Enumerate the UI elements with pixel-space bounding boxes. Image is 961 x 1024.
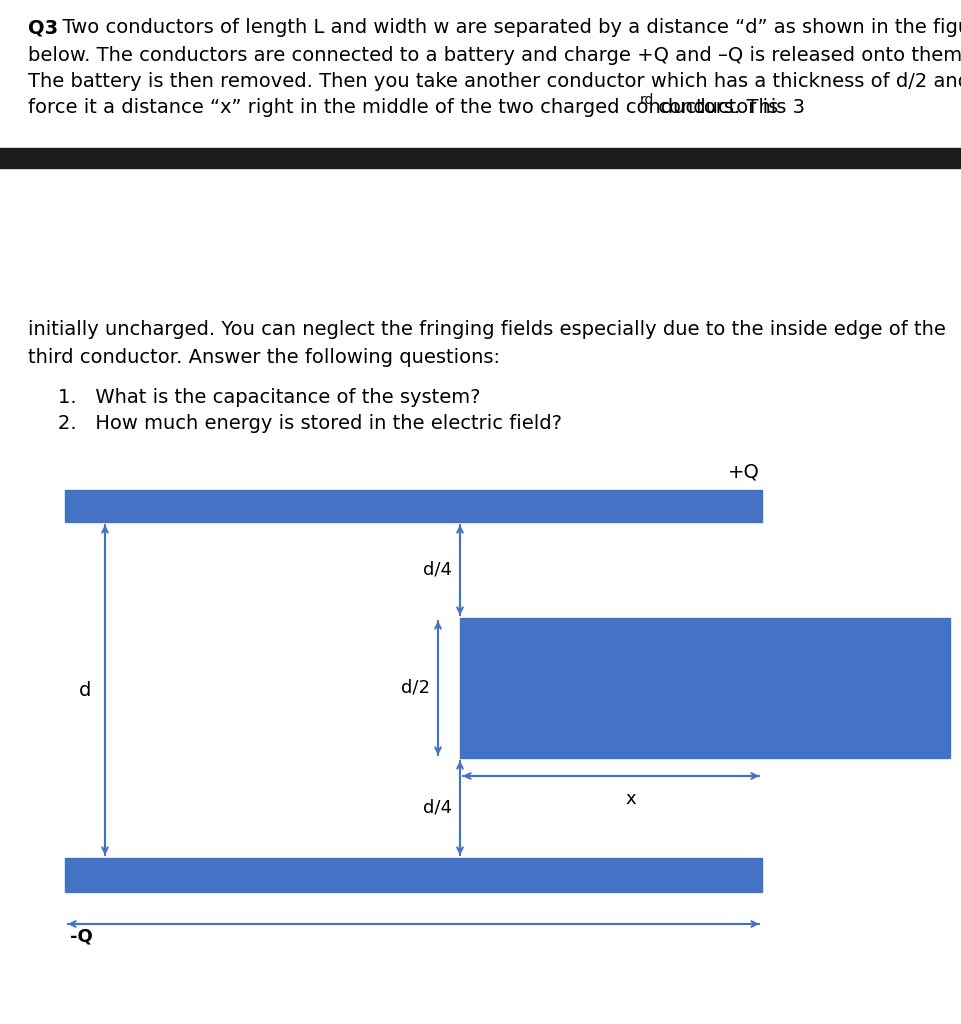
Text: d/4: d/4 — [423, 561, 452, 579]
Text: +Q: +Q — [727, 463, 759, 482]
Text: Q3: Q3 — [28, 18, 58, 37]
Text: third conductor. Answer the following questions:: third conductor. Answer the following qu… — [28, 348, 500, 367]
Text: x: x — [625, 790, 635, 808]
Text: -Q: -Q — [70, 927, 92, 945]
Text: force it a distance “x” right in the middle of the two charged conductors. This : force it a distance “x” right in the mid… — [28, 98, 804, 117]
Bar — [459, 618, 949, 758]
Text: d/2: d/2 — [401, 679, 430, 697]
Text: below. The conductors are connected to a battery and charge +Q and –Q is release: below. The conductors are connected to a… — [28, 46, 961, 65]
Text: 1.   What is the capacitance of the system?: 1. What is the capacitance of the system… — [58, 388, 480, 407]
Text: conductor is: conductor is — [651, 98, 777, 117]
Text: rd: rd — [639, 93, 653, 106]
Text: The battery is then removed. Then you take another conductor which has a thickne: The battery is then removed. Then you ta… — [28, 72, 961, 91]
Text: d/4: d/4 — [423, 799, 452, 817]
Text: 2.   How much energy is stored in the electric field?: 2. How much energy is stored in the elec… — [58, 414, 561, 433]
Text: . Two conductors of length L and width w are separated by a distance “d” as show: . Two conductors of length L and width w… — [50, 18, 961, 37]
Bar — [65, 490, 761, 522]
Bar — [65, 858, 761, 892]
Text: d: d — [79, 681, 91, 699]
Text: initially uncharged. You can neglect the fringing fields especially due to the i: initially uncharged. You can neglect the… — [28, 319, 945, 339]
Bar — [0, 148, 961, 168]
